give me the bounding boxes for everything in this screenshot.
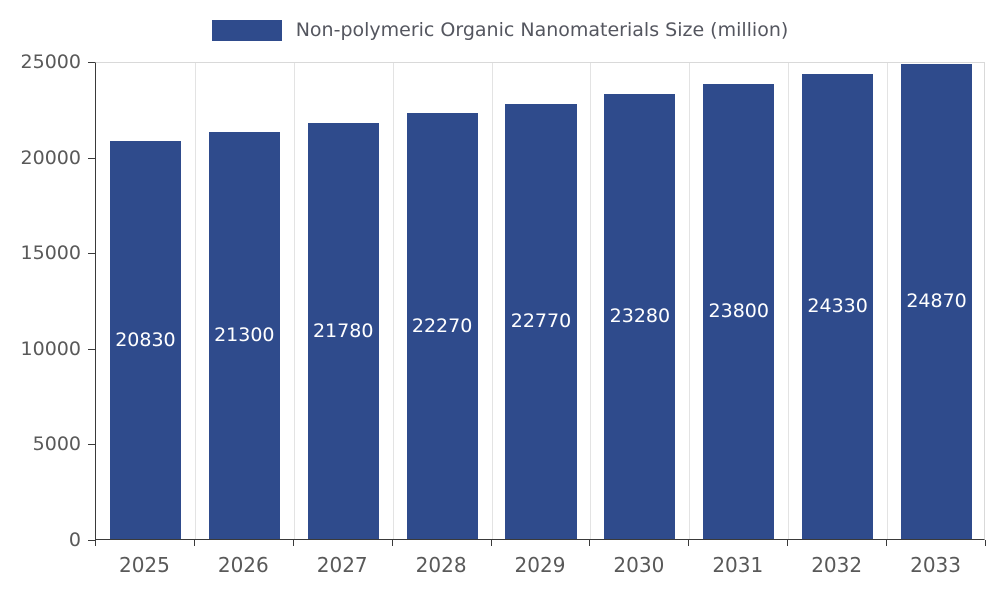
gridline xyxy=(491,63,493,539)
legend[interactable]: Non-polymeric Organic Nanomaterials Size… xyxy=(0,19,1000,41)
x-tick-label-2026: 2026 xyxy=(217,553,269,577)
x-tick-mark xyxy=(886,540,888,546)
x-tick-mark xyxy=(292,540,294,546)
y-tick-label-0: 0 xyxy=(68,529,81,551)
gridline xyxy=(689,63,691,539)
y-tick-mark xyxy=(88,62,95,63)
bar-2027: 21780 xyxy=(307,122,379,539)
x-tick-label-2030: 2030 xyxy=(613,553,665,577)
gridline xyxy=(194,63,196,539)
y-tick-mark xyxy=(88,540,95,541)
plot-area: 20830 21300 21780 22270 22770 23280 23800 24330… xyxy=(95,62,985,540)
bar-2033: 24870 xyxy=(900,63,973,539)
y-tick-label-15000: 15000 xyxy=(20,242,81,265)
x-tick-label-2028: 2028 xyxy=(415,553,467,577)
x-tick-label-2031: 2031 xyxy=(712,553,764,577)
y-tick-label-5000: 5000 xyxy=(32,433,81,456)
x-tick-label-2025: 2025 xyxy=(118,553,170,577)
x-tick-mark xyxy=(490,540,492,546)
bar-value-label: 24870 xyxy=(906,290,967,313)
y-tick-mark xyxy=(88,157,95,159)
bar-2029: 22770 xyxy=(505,103,577,539)
legend-label: Non-polymeric Organic Nanomaterials Size… xyxy=(295,19,789,41)
x-tick-label-2029: 2029 xyxy=(514,553,566,577)
gridline xyxy=(887,63,889,539)
bar-2028: 22270 xyxy=(406,113,478,539)
y-tick-label-20000: 20000 xyxy=(20,146,81,169)
gridline xyxy=(293,63,295,539)
x-tick-label-2027: 2027 xyxy=(316,553,368,577)
bar-value-label: 21780 xyxy=(312,319,374,342)
y-tick-mark xyxy=(88,253,95,255)
bar-value-label: 22270 xyxy=(411,315,473,338)
bar-2030: 23280 xyxy=(604,93,676,539)
bar-value-label: 22770 xyxy=(510,310,572,333)
x-tick-label-2033: 2033 xyxy=(910,553,961,577)
bar-2025: 20830 xyxy=(109,140,182,539)
gridline xyxy=(392,63,394,539)
bar-2026: 21300 xyxy=(208,131,280,539)
y-tick-mark xyxy=(88,444,95,446)
y-tick-label-25000: 25000 xyxy=(20,51,81,73)
x-tick-mark xyxy=(589,540,591,546)
bar-value-label: 23800 xyxy=(708,300,769,323)
y-tick-mark xyxy=(88,348,95,350)
bar-value-label: 20830 xyxy=(115,328,176,351)
x-tick-mark xyxy=(391,540,393,546)
bar-value-label: 24330 xyxy=(807,295,868,318)
gridline xyxy=(590,63,592,539)
x-tick-mark xyxy=(985,540,986,546)
bar-value-label: 23280 xyxy=(609,305,671,328)
x-tick-mark xyxy=(193,540,195,546)
x-tick-label-2032: 2032 xyxy=(811,553,863,577)
x-tick-mark xyxy=(95,540,96,546)
legend-swatch[interactable] xyxy=(211,19,282,41)
x-tick-mark xyxy=(688,540,690,546)
gridline xyxy=(788,63,790,539)
y-tick-label-10000: 10000 xyxy=(20,337,81,360)
x-tick-mark xyxy=(787,540,789,546)
bar-2031: 23800 xyxy=(703,83,775,539)
bar-2032: 24330 xyxy=(802,73,874,539)
bar-value-label: 21300 xyxy=(214,324,275,347)
